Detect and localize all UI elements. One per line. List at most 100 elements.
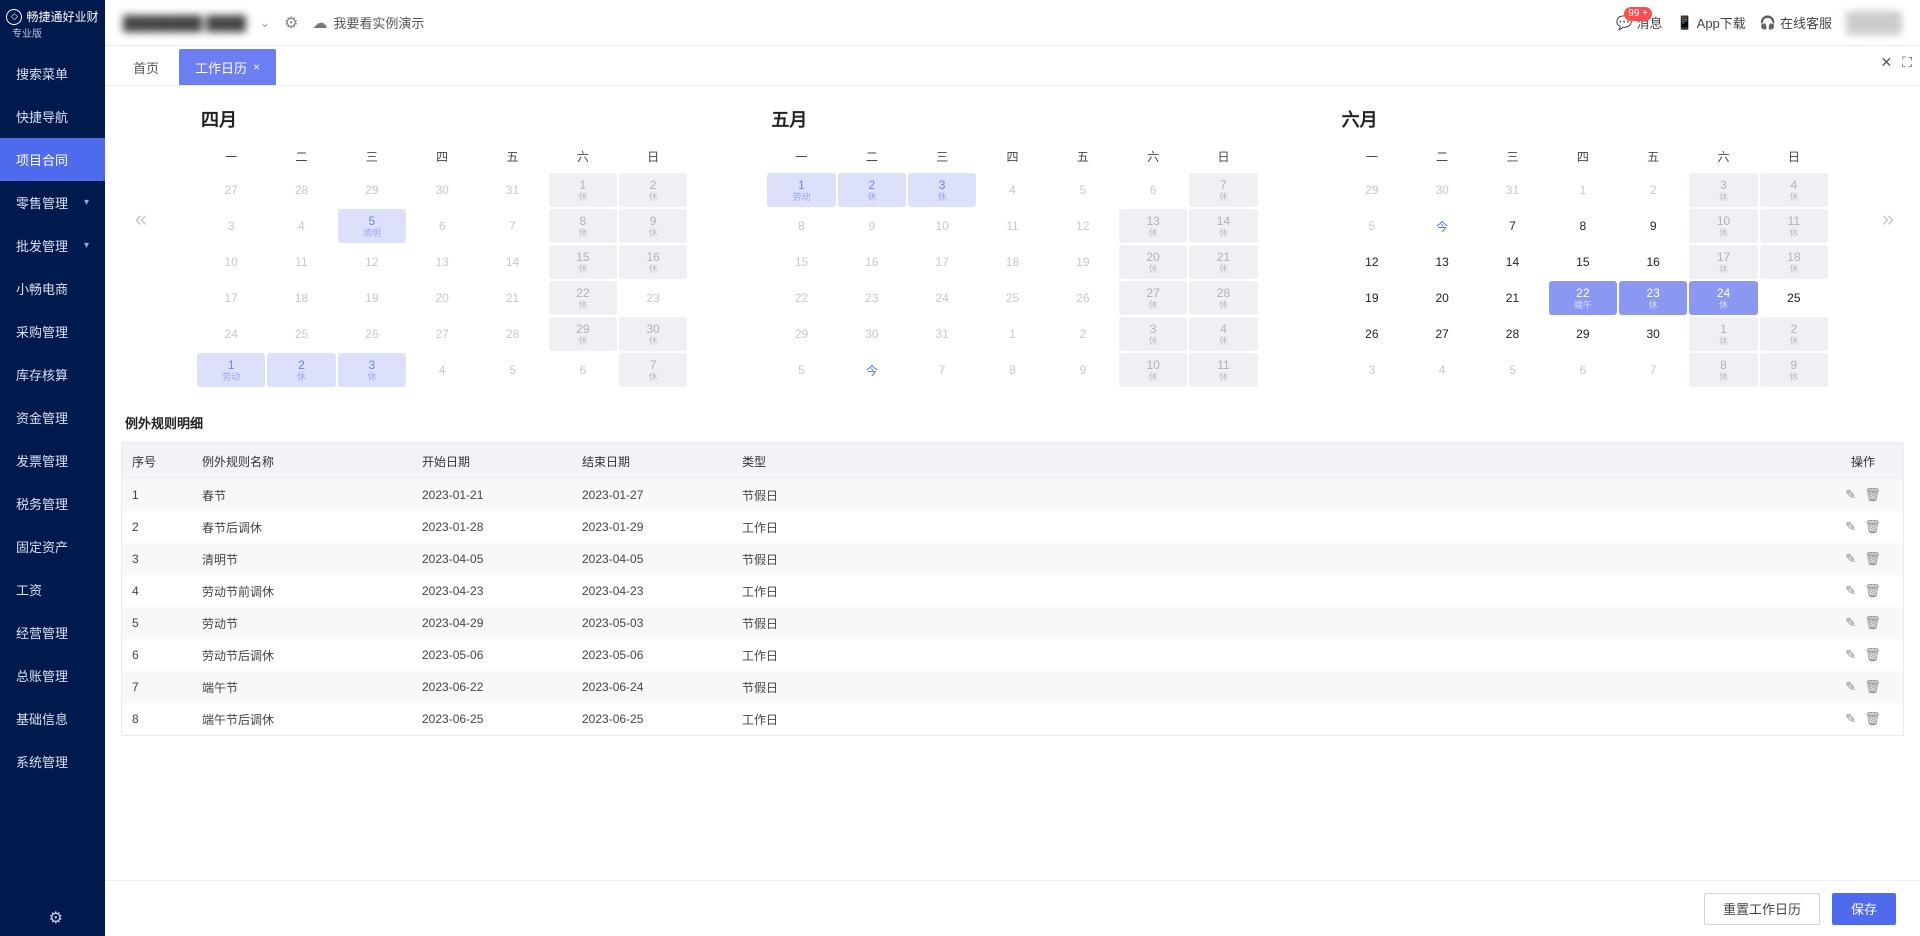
calendar-day[interactable]: 28 (267, 173, 335, 207)
delete-icon[interactable]: 🗑 (1864, 519, 1881, 535)
calendar-day[interactable]: 29 (767, 317, 835, 351)
calendar-day[interactable]: 30休 (619, 317, 687, 351)
delete-icon[interactable]: 🗑 (1864, 487, 1881, 503)
calendar-day[interactable]: 1 (978, 317, 1046, 351)
calendar-day[interactable]: 17 (197, 281, 265, 315)
sidebar-item-14[interactable]: 总账管理 (0, 654, 105, 697)
calendar-day[interactable]: 9休 (619, 209, 687, 243)
calendar-day[interactable]: 24休 (1689, 281, 1757, 315)
calendar-day[interactable]: 6 (1549, 353, 1617, 387)
delete-icon[interactable]: 🗑 (1864, 711, 1881, 727)
calendar-day[interactable]: 16 (838, 245, 906, 279)
calendar-day[interactable]: 1 (1549, 173, 1617, 207)
calendar-day[interactable]: 10休 (1119, 353, 1187, 387)
edit-icon[interactable]: ✎ (1845, 615, 1856, 631)
calendar-day[interactable]: 14休 (1189, 209, 1257, 243)
calendar-day[interactable]: 今 (838, 353, 906, 387)
calendar-day[interactable]: 22 (767, 281, 835, 315)
save-button[interactable]: 保存 (1832, 893, 1896, 925)
delete-icon[interactable]: 🗑 (1864, 679, 1881, 695)
calendar-day[interactable]: 31 (908, 317, 976, 351)
edit-icon[interactable]: ✎ (1845, 551, 1856, 567)
delete-icon[interactable]: 🗑 (1864, 615, 1881, 631)
calendar-day[interactable]: 28休 (1189, 281, 1257, 315)
tab-close-all-icon[interactable]: ✕ (1880, 54, 1892, 71)
calendar-day[interactable]: 27 (1408, 317, 1476, 351)
sidebar-item-6[interactable]: 采购管理 (0, 310, 105, 353)
delete-icon[interactable]: 🗑 (1864, 647, 1881, 663)
calendar-day[interactable]: 6 (1119, 173, 1187, 207)
calendar-day[interactable]: 2 (1049, 317, 1117, 351)
calendar-day[interactable]: 5 (1338, 209, 1406, 243)
calendar-day[interactable]: 28 (1478, 317, 1546, 351)
calendar-day[interactable]: 26 (1338, 317, 1406, 351)
sidebar-item-15[interactable]: 基础信息 (0, 697, 105, 740)
tab-close-icon[interactable]: × (253, 60, 260, 74)
calendar-day[interactable]: 7 (1478, 209, 1546, 243)
calendar-day[interactable]: 3休 (1689, 173, 1757, 207)
calendar-day[interactable]: 12 (1049, 209, 1117, 243)
calendar-day[interactable]: 20休 (1119, 245, 1187, 279)
edit-icon[interactable]: ✎ (1845, 487, 1856, 503)
calendar-day[interactable]: 4 (267, 209, 335, 243)
sidebar-item-9[interactable]: 发票管理 (0, 439, 105, 482)
calendar-day[interactable]: 19 (1338, 281, 1406, 315)
calendar-day[interactable]: 29 (338, 173, 406, 207)
calendar-day[interactable]: 11休 (1760, 209, 1828, 243)
app-download-button[interactable]: 📱 App下载 (1676, 13, 1745, 32)
calendar-day[interactable]: 25 (978, 281, 1046, 315)
sidebar-item-5[interactable]: 小畅电商 (0, 267, 105, 310)
calendar-day[interactable]: 10 (908, 209, 976, 243)
calendar-day[interactable]: 2 (1619, 173, 1687, 207)
calendar-day[interactable]: 23休 (1619, 281, 1687, 315)
calendar-day[interactable]: 1劳动 (197, 353, 265, 387)
sidebar-item-3[interactable]: 零售管理▾ (0, 181, 105, 224)
calendar-day[interactable]: 30 (1619, 317, 1687, 351)
calendar-day[interactable]: 3休 (1119, 317, 1187, 351)
calendar-day[interactable]: 27 (408, 317, 476, 351)
reset-button[interactable]: 重置工作日历 (1704, 893, 1820, 925)
calendar-day[interactable]: 24 (908, 281, 976, 315)
calendar-day[interactable]: 18 (267, 281, 335, 315)
calendar-day[interactable]: 30 (408, 173, 476, 207)
sidebar-item-12[interactable]: 工资 (0, 568, 105, 611)
tab-fullscreen-icon[interactable]: ⛶ (1902, 54, 1912, 71)
calendar-day[interactable]: 17休 (1689, 245, 1757, 279)
calendar-day[interactable]: 3休 (338, 353, 406, 387)
calendar-day[interactable]: 8 (978, 353, 1046, 387)
delete-icon[interactable]: 🗑 (1864, 551, 1881, 567)
calendar-day[interactable]: 7休 (1189, 173, 1257, 207)
tab-home[interactable]: 首页 (117, 49, 175, 85)
calendar-day[interactable]: 15 (1549, 245, 1617, 279)
calendar-day[interactable]: 4 (408, 353, 476, 387)
calendar-day[interactable]: 12 (1338, 245, 1406, 279)
demo-link[interactable]: ☁ 我要看实例演示 (312, 13, 424, 32)
calendar-day[interactable]: 4休 (1760, 173, 1828, 207)
calendar-day[interactable]: 27休 (1119, 281, 1187, 315)
calendar-day[interactable]: 31 (478, 173, 546, 207)
calendar-day[interactable]: 5 (478, 353, 546, 387)
edit-icon[interactable]: ✎ (1845, 711, 1856, 727)
sidebar-item-7[interactable]: 库存核算 (0, 353, 105, 396)
sidebar-item-10[interactable]: 税务管理 (0, 482, 105, 525)
calendar-day[interactable]: 22休 (549, 281, 617, 315)
message-button[interactable]: 99 + 💬 消息 (1616, 13, 1662, 32)
sidebar-item-11[interactable]: 固定资产 (0, 525, 105, 568)
edit-icon[interactable]: ✎ (1845, 519, 1856, 535)
calendar-day[interactable]: 8休 (1689, 353, 1757, 387)
calendar-day[interactable]: 1休 (1689, 317, 1757, 351)
calendar-day[interactable]: 5 (1049, 173, 1117, 207)
calendar-day[interactable]: 7休 (619, 353, 687, 387)
calendar-day[interactable]: 4休 (1189, 317, 1257, 351)
calendar-day[interactable]: 14 (1478, 245, 1546, 279)
calendar-day[interactable]: 9 (1619, 209, 1687, 243)
calendar-day[interactable]: 8 (1549, 209, 1617, 243)
calendar-day[interactable]: 17 (908, 245, 976, 279)
calendar-day[interactable]: 29 (1338, 173, 1406, 207)
calendar-day[interactable]: 11 (978, 209, 1046, 243)
calendar-day[interactable]: 9休 (1760, 353, 1828, 387)
edit-icon[interactable]: ✎ (1845, 583, 1856, 599)
user-avatar[interactable] (1846, 11, 1902, 35)
calendar-day[interactable]: 25 (267, 317, 335, 351)
calendar-day[interactable]: 3 (197, 209, 265, 243)
